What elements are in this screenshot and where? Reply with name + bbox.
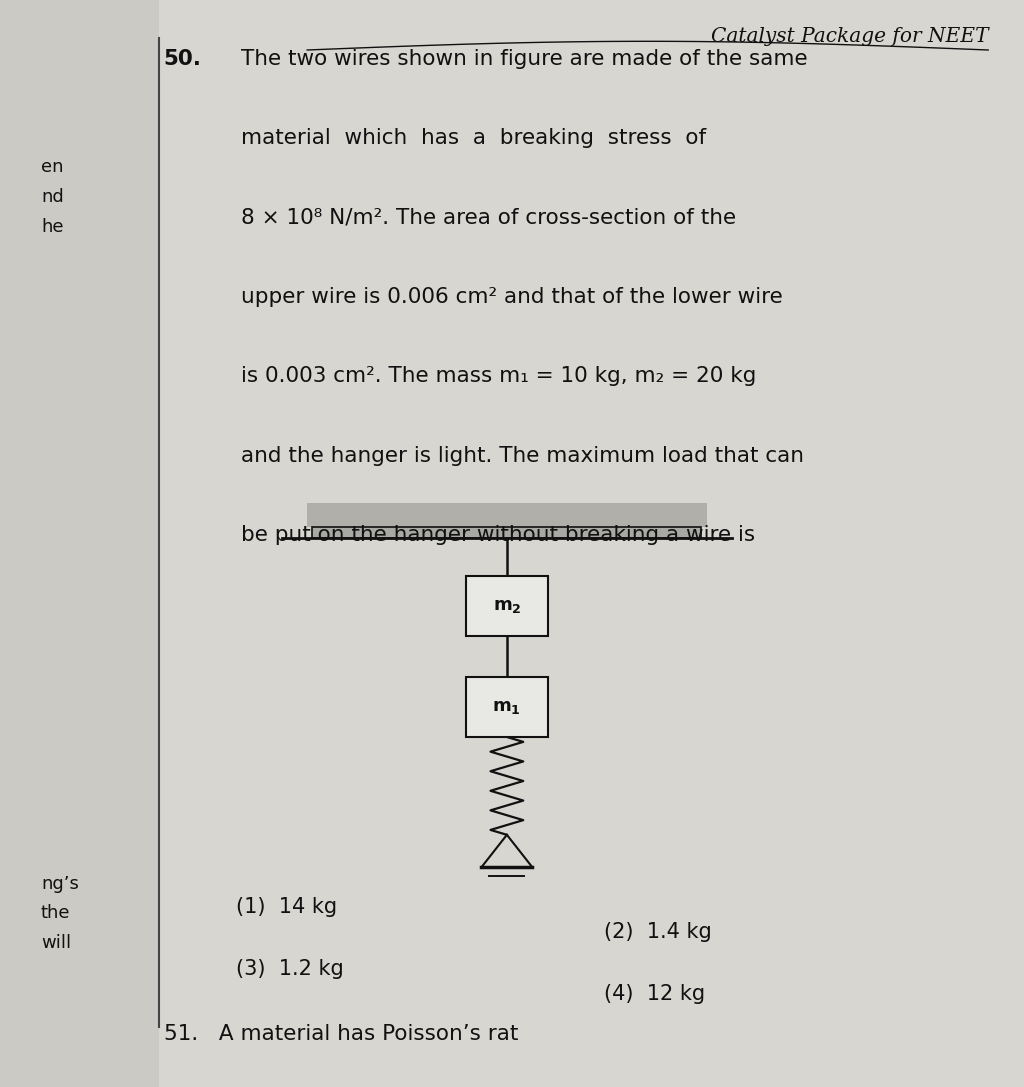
Text: (1)  14 kg: (1) 14 kg: [236, 897, 337, 916]
Bar: [159, 0, 1024, 1087]
Text: (4)  12 kg: (4) 12 kg: [604, 984, 706, 1003]
Text: upper wire is 0.006 cm² and that of the lower wire: upper wire is 0.006 cm² and that of the …: [241, 287, 782, 307]
Text: en: en: [41, 158, 63, 176]
Text: (3)  1.2 kg: (3) 1.2 kg: [236, 959, 343, 978]
Text: will: will: [41, 934, 71, 952]
Text: and the hanger is light. The maximum load that can: and the hanger is light. The maximum loa…: [241, 446, 804, 465]
Text: $\mathbf{m_1}$: $\mathbf{m_1}$: [493, 698, 521, 716]
Text: be put on the hanger without breaking a wire is: be put on the hanger without breaking a …: [241, 525, 755, 545]
Text: ng’s: ng’s: [41, 875, 79, 894]
Text: the: the: [41, 904, 71, 923]
Text: $\mathbf{m_2}$: $\mathbf{m_2}$: [493, 597, 521, 615]
Text: is 0.003 cm². The mass m₁ = 10 kg, m₂ = 20 kg: is 0.003 cm². The mass m₁ = 10 kg, m₂ = …: [241, 366, 756, 386]
Bar: [312, 527, 701, 538]
Text: he: he: [41, 218, 63, 237]
Text: Catalyst Package for NEET: Catalyst Package for NEET: [711, 27, 988, 46]
Text: 8 × 10⁸ N/m². The area of cross-section of the: 8 × 10⁸ N/m². The area of cross-section …: [241, 208, 736, 227]
FancyBboxPatch shape: [466, 576, 548, 636]
Bar: [307, 503, 707, 527]
Text: The two wires shown in figure are made of the same: The two wires shown in figure are made o…: [241, 49, 807, 68]
Text: 50.: 50.: [164, 49, 202, 68]
Text: (2)  1.4 kg: (2) 1.4 kg: [604, 922, 712, 941]
Text: material  which  has  a  breaking  stress  of: material which has a breaking stress of: [241, 128, 706, 148]
Text: nd: nd: [41, 188, 63, 207]
Text: 51.   A material has Poisson’s rat: 51. A material has Poisson’s rat: [164, 1024, 518, 1044]
Polygon shape: [481, 835, 532, 867]
FancyBboxPatch shape: [466, 677, 548, 737]
